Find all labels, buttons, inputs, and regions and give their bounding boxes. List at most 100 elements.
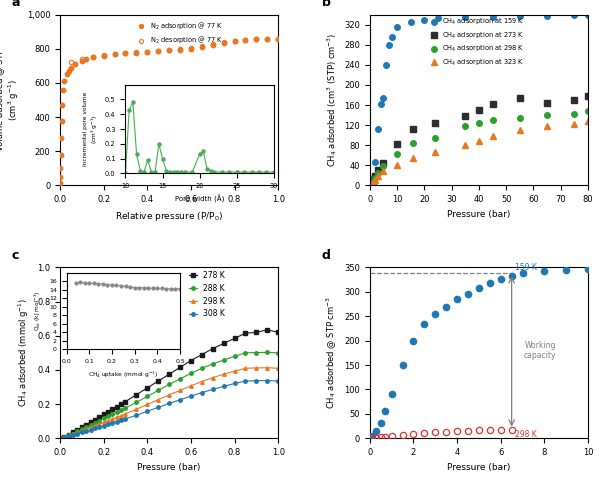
CH$_4$ adsorption at 159 K bbox=[421, 17, 428, 22]
288 K bbox=[122, 405, 129, 411]
N$_2$ adsorption @ 77 K bbox=[166, 48, 173, 54]
Y-axis label: CH$_4$ adsorbed (mmol g$^{-1}$): CH$_4$ adsorbed (mmol g$^{-1}$) bbox=[17, 298, 31, 408]
308 K bbox=[275, 378, 282, 384]
CH$_4$ adsorption at 323 K bbox=[371, 177, 379, 183]
CH$_4$ adsorption at 273 K bbox=[475, 107, 482, 113]
N$_2$ desorption @ 77 K bbox=[166, 47, 173, 53]
298 K bbox=[104, 418, 112, 424]
308 K bbox=[176, 397, 184, 403]
CH$_4$ adsorption at 273 K bbox=[431, 120, 439, 126]
308 K bbox=[113, 419, 121, 425]
CH$_4$ adsorption at 298 K bbox=[374, 170, 382, 176]
298 K bbox=[74, 430, 81, 435]
308 K bbox=[87, 427, 94, 432]
308 K bbox=[122, 416, 129, 422]
CH$_4$ adsorption at 159 K bbox=[385, 42, 392, 48]
CH$_4$ adsorption at 159 K bbox=[383, 62, 390, 68]
N$_2$ adsorption @ 77 K bbox=[122, 50, 129, 56]
CH$_4$ adsorption at 159 K bbox=[377, 101, 385, 107]
308 K bbox=[61, 434, 68, 440]
308 K bbox=[56, 435, 64, 441]
N$_2$ adsorption @ 77 K bbox=[59, 102, 66, 108]
Y-axis label: Volume adsorbed @ STP
(cm$^3$ g$^{-1}$): Volume adsorbed @ STP (cm$^3$ g$^{-1}$) bbox=[0, 49, 21, 151]
278 K bbox=[91, 416, 98, 422]
CH$_4$ adsorption at 273 K bbox=[516, 94, 523, 100]
Text: d: d bbox=[322, 249, 331, 262]
288 K bbox=[155, 388, 162, 393]
278 K bbox=[242, 330, 249, 336]
308 K bbox=[242, 378, 249, 384]
308 K bbox=[95, 424, 103, 430]
298 K bbox=[166, 392, 173, 398]
288 K bbox=[166, 381, 173, 387]
N$_2$ adsorption @ 77 K bbox=[209, 42, 217, 48]
N$_2$ desorption @ 77 K bbox=[231, 37, 238, 43]
CH$_4$ adsorption at 159 K bbox=[369, 175, 376, 181]
X-axis label: Pressure (bar): Pressure (bar) bbox=[447, 210, 511, 219]
278 K bbox=[133, 392, 140, 398]
CH$_4$ adsorption at 273 K bbox=[371, 173, 379, 179]
CH$_4$ adsorption at 273 K bbox=[571, 97, 578, 103]
298 K bbox=[91, 423, 98, 429]
N$_2$ desorption @ 77 K bbox=[242, 37, 249, 43]
CH$_4$ adsorption at 273 K bbox=[489, 101, 496, 107]
308 K bbox=[198, 390, 205, 395]
288 K bbox=[113, 409, 121, 415]
CH$_4$ adsorption at 159 K bbox=[461, 14, 469, 20]
CH$_4$ adsorption at 159 K bbox=[368, 180, 375, 186]
298 K bbox=[231, 368, 238, 374]
CH$_4$ adsorption at 159 K bbox=[388, 34, 395, 40]
288 K bbox=[118, 407, 125, 413]
Text: 159 K: 159 K bbox=[515, 263, 537, 272]
Legend: 278 K, 288 K, 298 K, 308 K: 278 K, 288 K, 298 K, 308 K bbox=[186, 268, 228, 321]
308 K bbox=[187, 393, 194, 399]
288 K bbox=[231, 354, 238, 359]
CH$_4$ adsorption at 298 K bbox=[475, 120, 482, 126]
308 K bbox=[118, 417, 125, 423]
CH$_4$ adsorption at 323 K bbox=[571, 121, 578, 127]
288 K bbox=[242, 350, 249, 356]
N$_2$ adsorption @ 77 K bbox=[275, 36, 282, 41]
N$_2$ adsorption @ 77 K bbox=[57, 152, 64, 158]
278 K bbox=[166, 371, 173, 377]
278 K bbox=[155, 378, 162, 384]
N$_2$ desorption @ 77 K bbox=[263, 36, 271, 42]
Text: Working
capacity: Working capacity bbox=[524, 341, 556, 360]
298 K bbox=[56, 435, 64, 441]
278 K bbox=[65, 432, 73, 438]
Line: CH$_4$ adsorption at 298 K: CH$_4$ adsorption at 298 K bbox=[368, 108, 591, 187]
N$_2$ adsorption @ 77 K bbox=[58, 135, 65, 141]
N$_2$ adsorption @ 77 K bbox=[176, 47, 184, 53]
288 K bbox=[176, 376, 184, 382]
N$_2$ adsorption @ 77 K bbox=[61, 78, 68, 84]
CH$_4$ adsorption at 323 K bbox=[380, 169, 387, 174]
278 K bbox=[109, 406, 116, 412]
N$_2$ adsorption @ 77 K bbox=[111, 51, 118, 57]
Text: a: a bbox=[12, 0, 20, 9]
N$_2$ adsorption @ 77 K bbox=[63, 72, 70, 77]
308 K bbox=[220, 383, 227, 389]
N$_2$ adsorption @ 77 K bbox=[133, 50, 140, 56]
Line: N$_2$ desorption @ 77 K: N$_2$ desorption @ 77 K bbox=[68, 37, 280, 65]
288 K bbox=[83, 424, 90, 430]
CH$_4$ adsorption at 323 K bbox=[369, 180, 376, 186]
Line: N$_2$ adsorption @ 77 K: N$_2$ adsorption @ 77 K bbox=[58, 37, 280, 185]
CH$_4$ adsorption at 273 K bbox=[584, 93, 592, 99]
278 K bbox=[100, 412, 107, 417]
288 K bbox=[109, 412, 116, 417]
308 K bbox=[91, 426, 98, 431]
CH$_4$ adsorption at 323 K bbox=[410, 155, 417, 161]
CH$_4$ adsorption at 273 K bbox=[544, 100, 551, 106]
X-axis label: Pressure (bar): Pressure (bar) bbox=[137, 463, 201, 471]
298 K bbox=[198, 379, 205, 385]
288 K bbox=[209, 361, 217, 367]
288 K bbox=[95, 418, 103, 424]
CH$_4$ adsorption at 323 K bbox=[431, 149, 439, 155]
298 K bbox=[78, 428, 85, 434]
CH$_4$ adsorption at 273 K bbox=[374, 168, 382, 173]
278 K bbox=[253, 330, 260, 336]
298 K bbox=[263, 365, 271, 371]
308 K bbox=[104, 421, 112, 427]
CH$_4$ adsorption at 323 K bbox=[461, 142, 469, 148]
288 K bbox=[198, 365, 205, 371]
